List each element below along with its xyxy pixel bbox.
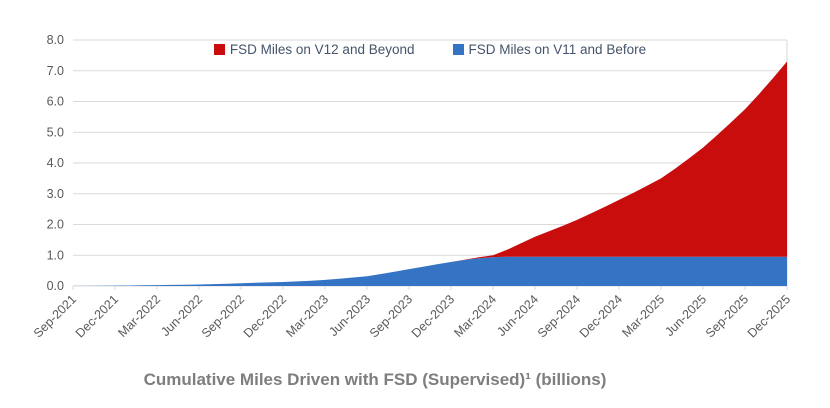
y-axis-label-0.0: 0.0 — [47, 279, 64, 293]
x-axis-label-Dec-2022: Dec-2022 — [241, 292, 289, 340]
x-axis-label-Jun-2023: Jun-2023 — [326, 292, 373, 339]
y-axis-label-7.0: 7.0 — [47, 64, 64, 78]
x-axis-label-Sep-2023: Sep-2023 — [367, 292, 415, 340]
y-axis-label-2.0: 2.0 — [47, 218, 64, 232]
chart-title: Cumulative Miles Driven with FSD (Superv… — [143, 370, 607, 389]
x-axis-label-Mar-2022: Mar-2022 — [115, 292, 163, 340]
x-axis-label-Mar-2025: Mar-2025 — [619, 292, 667, 340]
x-axis-label-Sep-2022: Sep-2022 — [199, 292, 247, 340]
x-axis-label-Mar-2024: Mar-2024 — [451, 292, 499, 340]
x-axis-label-Dec-2021: Dec-2021 — [73, 292, 121, 340]
x-axis-label-Jun-2024: Jun-2024 — [494, 292, 541, 339]
x-axis-label-Mar-2023: Mar-2023 — [283, 292, 331, 340]
x-axis-label-Dec-2025: Dec-2025 — [745, 292, 793, 340]
y-axis-label-4.0: 4.0 — [47, 156, 64, 170]
y-axis-label-1.0: 1.0 — [47, 248, 64, 262]
x-axis-label-Sep-2024: Sep-2024 — [535, 292, 583, 340]
area-series-v11 — [73, 256, 787, 286]
y-axis-label-5.0: 5.0 — [47, 125, 64, 139]
x-axis-label-Sep-2021: Sep-2021 — [31, 292, 79, 340]
y-axis-label-6.0: 6.0 — [47, 95, 64, 109]
x-axis-label-Sep-2025: Sep-2025 — [703, 292, 751, 340]
chart-plot-area: 0.01.02.03.04.05.06.07.08.0Sep-2021Dec-2… — [31, 33, 793, 340]
x-axis-label-Dec-2024: Dec-2024 — [577, 292, 625, 340]
x-axis-label-Dec-2023: Dec-2023 — [409, 292, 457, 340]
y-axis-label-3.0: 3.0 — [47, 187, 64, 201]
x-axis-label-Jun-2022: Jun-2022 — [158, 292, 205, 339]
y-axis-label-8.0: 8.0 — [47, 33, 64, 47]
area-series-v12 — [73, 61, 787, 286]
x-axis-label-Jun-2025: Jun-2025 — [662, 292, 709, 339]
